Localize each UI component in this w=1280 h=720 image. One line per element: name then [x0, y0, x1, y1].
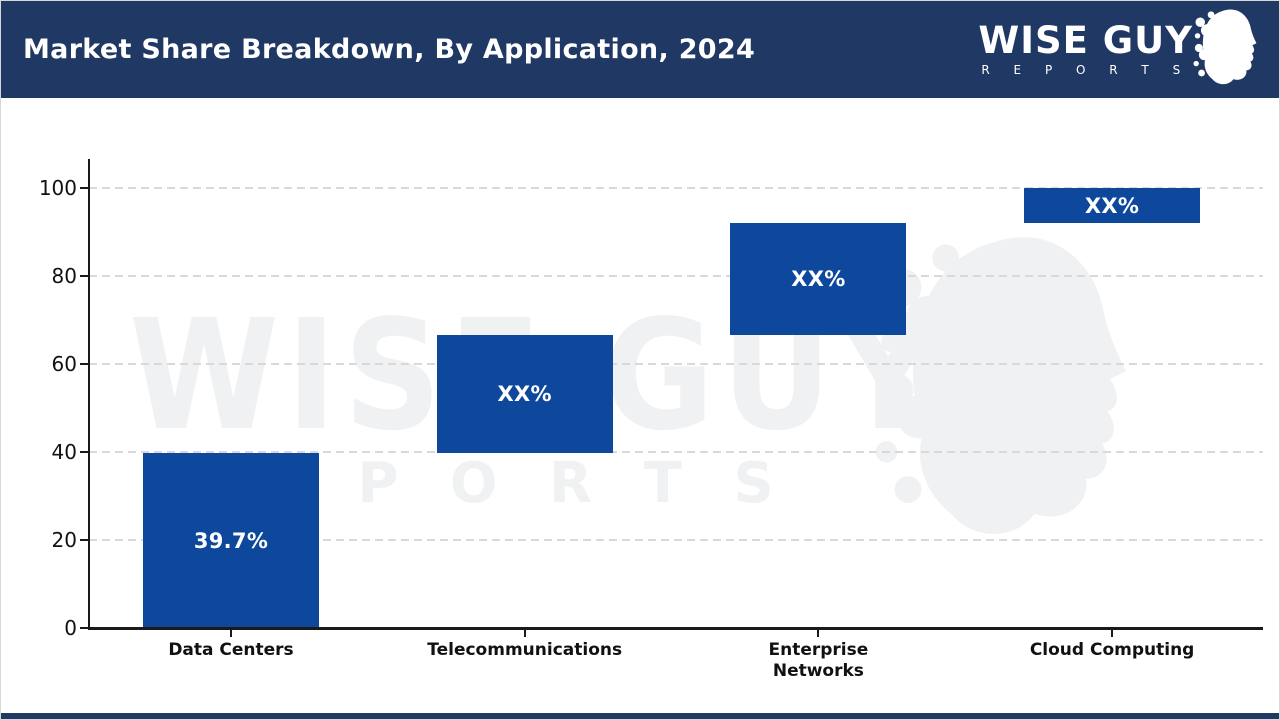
y-tick-label-80: 80 [51, 264, 77, 288]
chart-title: Market Share Breakdown, By Application, … [23, 34, 756, 65]
footer-bar [1, 713, 1279, 719]
y-tick-mark-100 [80, 187, 89, 189]
y-tick-mark-0 [80, 627, 89, 629]
x-category-label-data-centers: Data Centers [168, 640, 294, 660]
gridline-100 [89, 187, 1263, 189]
x-category-label-telecommunications: Telecommunications [427, 640, 623, 660]
bar-value-label: XX% [791, 266, 846, 291]
bar-enterprise-networks: XX% [730, 223, 907, 335]
gridline-80 [89, 275, 1263, 277]
y-tick-label-100: 100 [38, 176, 77, 200]
logo-subtitle: R E P O R T S [981, 63, 1191, 77]
bar-telecommunications: XX% [436, 334, 613, 454]
y-tick-mark-80 [80, 275, 89, 277]
logo-text: WISE GUY R E P O R T S [978, 22, 1193, 77]
header-bar: Market Share Breakdown, By Application, … [1, 1, 1279, 98]
bar-value-label: XX% [1084, 193, 1140, 218]
wise-guy-logo: WISE GUY R E P O R T S [978, 6, 1267, 94]
y-tick-mark-40 [80, 451, 89, 453]
gridline-60 [89, 363, 1263, 365]
x-tick-mark-enterprise-networks [817, 629, 820, 637]
y-tick-mark-20 [80, 539, 89, 541]
bar-data-centers: 39.7% [143, 453, 319, 628]
y-tick-mark-60 [80, 363, 89, 365]
x-tick-mark-cloud-computing [1111, 629, 1114, 637]
y-tick-label-60: 60 [51, 352, 77, 376]
watermark-head-graphic [875, 237, 1127, 534]
gridline-20 [89, 539, 1263, 541]
logo-head-icon [1193, 9, 1257, 84]
logo-wordmark: WISE GUY [978, 19, 1193, 62]
x-category-label-cloud-computing: Cloud Computing [1029, 640, 1195, 660]
bar-value-label: 39.7% [193, 528, 269, 553]
y-tick-label-40: 40 [51, 440, 77, 464]
bar-cloud-computing: XX% [1024, 188, 1201, 224]
y-tick-label-0: 0 [64, 616, 77, 640]
gridline-40 [89, 451, 1263, 453]
bar-value-label: XX% [497, 381, 552, 406]
x-tick-mark-data-centers [230, 629, 232, 637]
x-category-label-enterprise-networks: Enterprise Networks [768, 640, 869, 681]
x-axis-line [88, 627, 1263, 630]
y-tick-label-20: 20 [51, 528, 77, 552]
x-tick-mark-telecommunications [523, 629, 526, 637]
y-axis-line [88, 159, 90, 630]
